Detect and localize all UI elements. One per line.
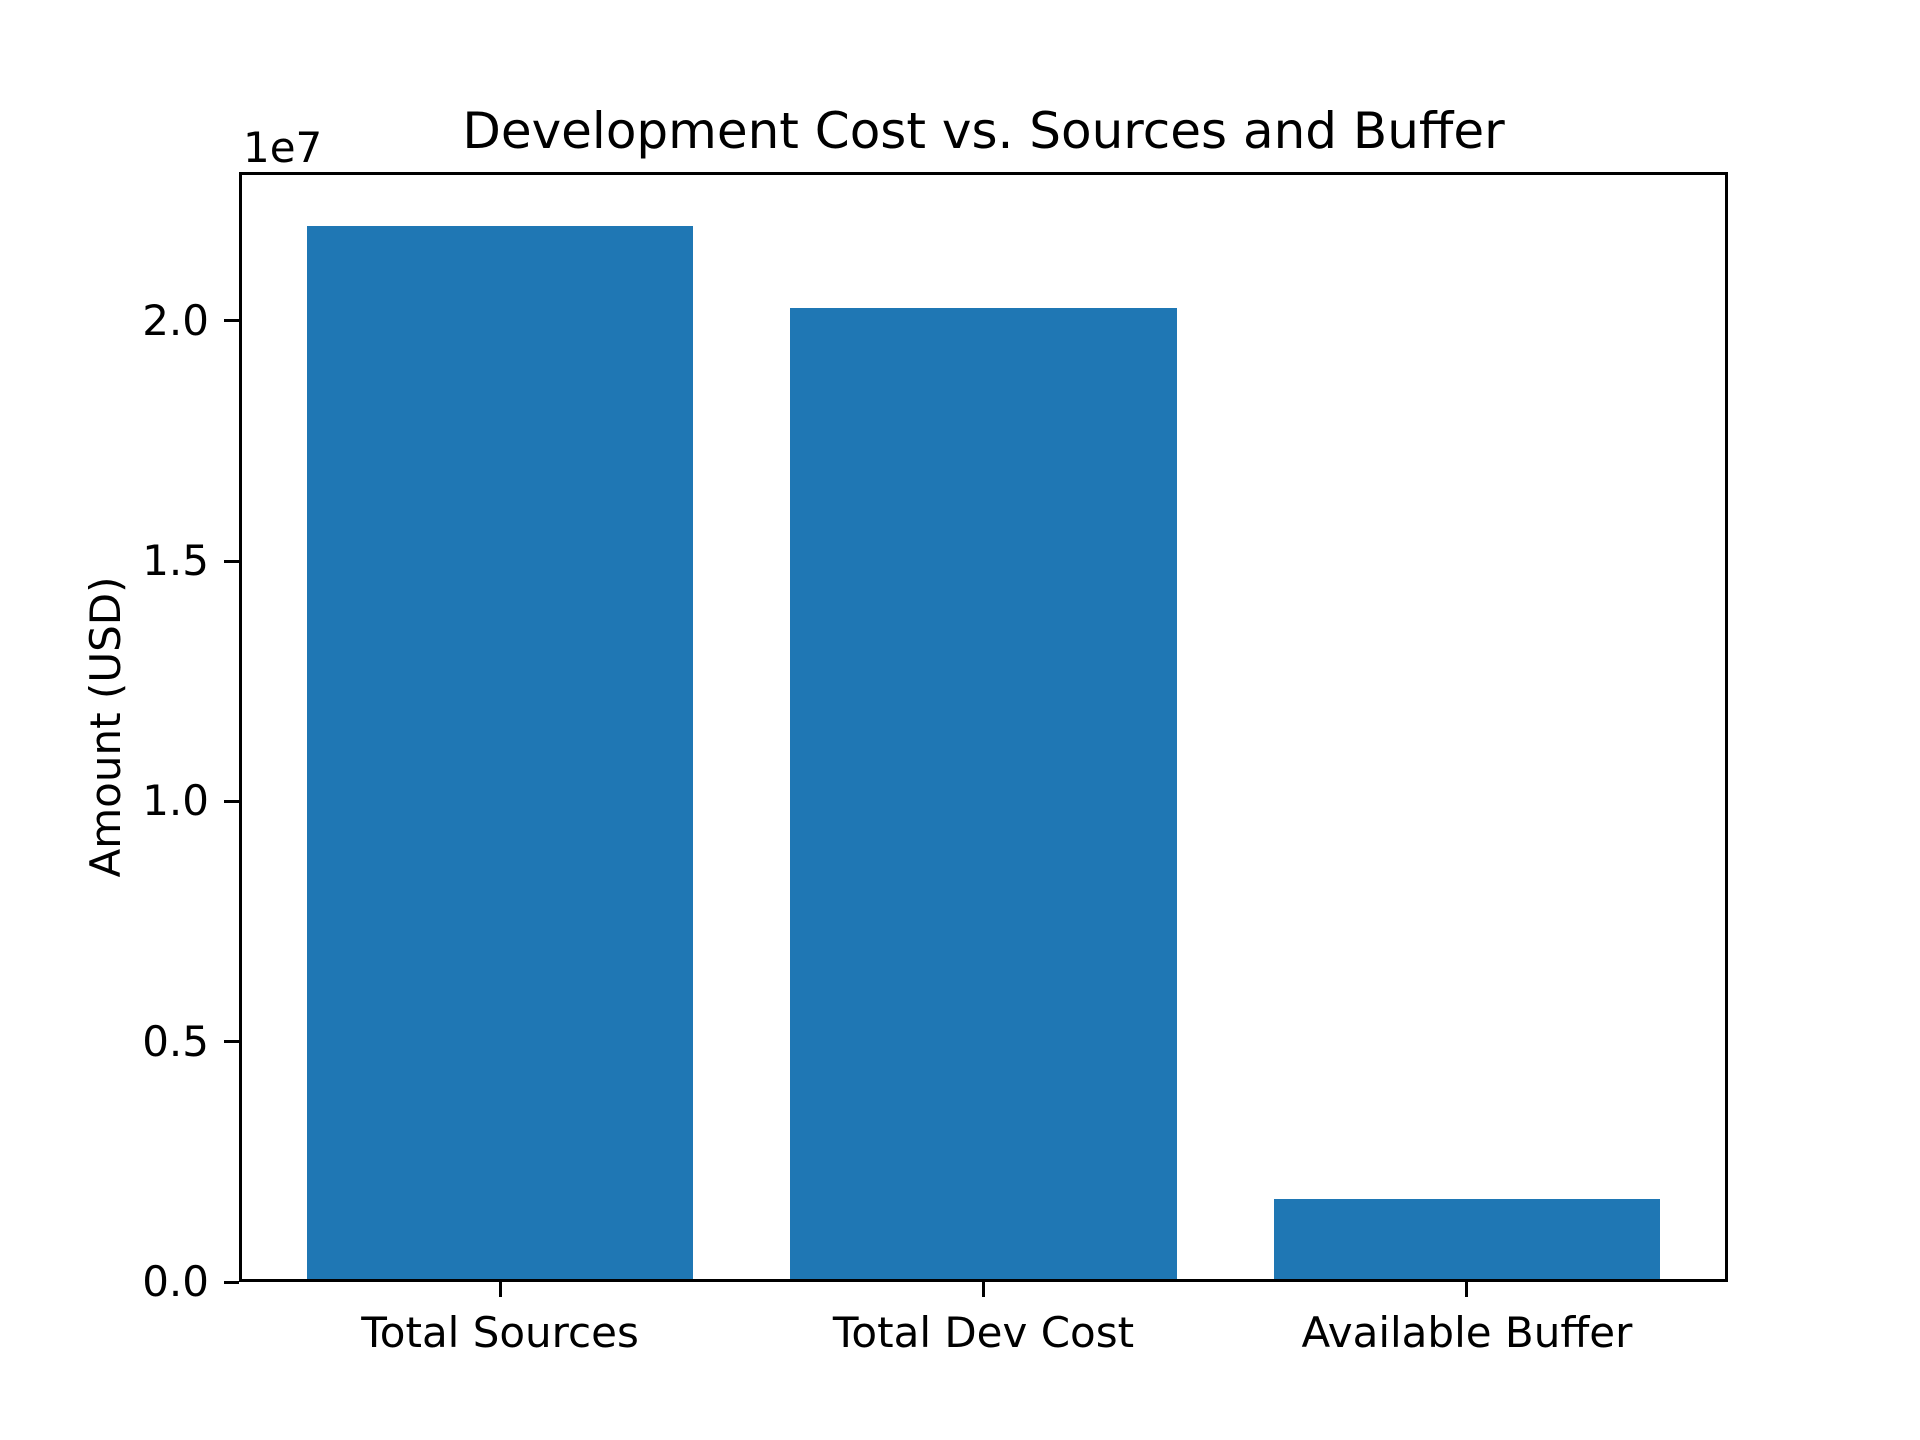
plot-area <box>239 172 1728 1282</box>
y-tick-mark <box>224 1280 239 1284</box>
x-tick-mark <box>982 1282 985 1297</box>
y-tick-label: 1.5 <box>142 536 209 586</box>
y-axis-offset-text: 1e7 <box>243 123 323 172</box>
y-axis-label: Amount (USD) <box>81 576 130 878</box>
x-tick-label-total-sources: Total Sources <box>361 1308 639 1357</box>
chart-title: Development Cost vs. Sources and Buffer <box>462 102 1505 160</box>
y-tick-label: 1.0 <box>142 776 209 826</box>
x-tick-mark <box>1465 1282 1469 1297</box>
bar-total-dev-cost <box>790 308 1177 1282</box>
x-tick-label-available-buffer: Available Buffer <box>1301 1308 1633 1357</box>
y-tick-label: 0.5 <box>142 1016 209 1066</box>
bar-total-sources <box>306 225 694 1282</box>
bar-available-buffer <box>1273 1199 1661 1282</box>
y-tick-mark <box>224 1040 239 1044</box>
y-tick-mark <box>224 319 239 323</box>
y-tick-mark <box>224 559 239 563</box>
x-tick-label-total-dev-cost: Total Dev Cost <box>832 1308 1135 1357</box>
y-tick-mark <box>224 799 239 803</box>
y-tick-label: 2.0 <box>142 295 209 345</box>
y-tick-label: 0.0 <box>142 1257 209 1306</box>
x-tick-mark <box>498 1282 502 1297</box>
